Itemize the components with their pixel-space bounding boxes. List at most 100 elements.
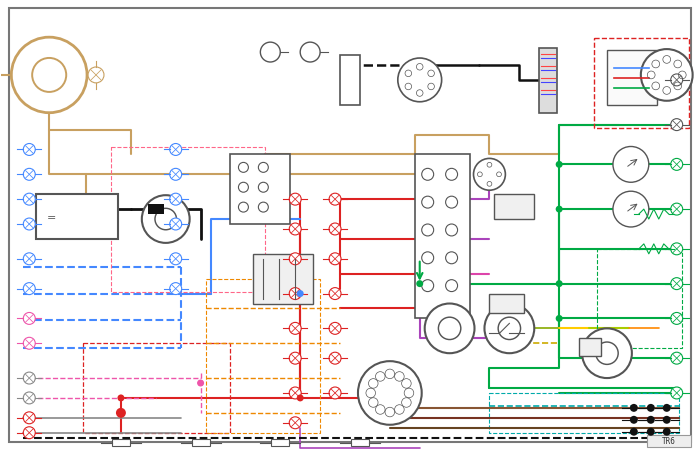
Circle shape	[640, 50, 692, 101]
Circle shape	[23, 313, 35, 325]
Circle shape	[473, 159, 505, 191]
Circle shape	[23, 194, 35, 206]
Circle shape	[23, 169, 35, 181]
Circle shape	[663, 416, 671, 424]
Circle shape	[169, 253, 182, 265]
Circle shape	[663, 428, 671, 436]
Circle shape	[671, 204, 682, 216]
Circle shape	[11, 38, 87, 114]
Circle shape	[329, 387, 341, 399]
Circle shape	[23, 427, 35, 439]
Circle shape	[23, 283, 35, 295]
Circle shape	[647, 428, 655, 436]
Circle shape	[23, 219, 35, 230]
Bar	[539, 49, 557, 114]
Circle shape	[556, 281, 563, 287]
Circle shape	[142, 196, 190, 244]
Circle shape	[647, 416, 655, 424]
Bar	[597, 249, 682, 349]
Bar	[414, 155, 470, 319]
Circle shape	[329, 224, 341, 235]
Bar	[83, 344, 230, 433]
Circle shape	[289, 387, 301, 399]
Circle shape	[671, 352, 682, 364]
Circle shape	[289, 352, 301, 364]
Circle shape	[613, 147, 649, 183]
Circle shape	[23, 372, 35, 384]
Circle shape	[169, 219, 182, 230]
Circle shape	[169, 283, 182, 295]
Circle shape	[118, 395, 125, 401]
Circle shape	[289, 253, 301, 265]
Bar	[272, 439, 289, 446]
Circle shape	[289, 194, 301, 206]
Circle shape	[425, 304, 475, 354]
Circle shape	[169, 194, 182, 206]
Text: TR6: TR6	[662, 436, 676, 445]
Bar	[489, 393, 679, 433]
Bar	[112, 439, 130, 446]
Circle shape	[329, 194, 341, 206]
Circle shape	[289, 224, 301, 235]
Circle shape	[671, 244, 682, 255]
Circle shape	[671, 387, 682, 399]
Bar	[111, 148, 265, 292]
Circle shape	[297, 290, 304, 297]
Circle shape	[582, 329, 632, 378]
Circle shape	[23, 337, 35, 350]
Circle shape	[416, 281, 424, 287]
Circle shape	[23, 253, 35, 265]
Circle shape	[613, 192, 649, 227]
Bar	[148, 205, 164, 215]
Circle shape	[647, 404, 655, 412]
Circle shape	[289, 288, 301, 300]
Circle shape	[556, 315, 563, 322]
Circle shape	[329, 253, 341, 265]
Bar	[253, 254, 313, 304]
Circle shape	[671, 278, 682, 290]
Circle shape	[671, 159, 682, 171]
Circle shape	[88, 68, 104, 84]
Circle shape	[556, 206, 563, 213]
Circle shape	[116, 408, 126, 418]
Circle shape	[169, 144, 182, 156]
Bar	[351, 439, 369, 446]
Bar	[230, 155, 290, 225]
Circle shape	[329, 322, 341, 335]
Circle shape	[630, 416, 638, 424]
Circle shape	[260, 43, 280, 63]
Circle shape	[671, 120, 682, 131]
Circle shape	[300, 43, 320, 63]
Circle shape	[329, 352, 341, 364]
Circle shape	[556, 161, 563, 169]
Bar	[607, 51, 657, 106]
Circle shape	[289, 417, 301, 429]
Bar	[579, 339, 601, 356]
Bar	[192, 439, 209, 446]
Circle shape	[289, 322, 301, 335]
Circle shape	[398, 59, 442, 102]
Circle shape	[358, 361, 421, 425]
Circle shape	[630, 428, 638, 436]
Circle shape	[671, 313, 682, 325]
Circle shape	[484, 304, 534, 354]
Circle shape	[671, 75, 682, 87]
Circle shape	[297, 395, 304, 401]
Circle shape	[197, 380, 204, 387]
Bar	[206, 279, 320, 433]
Circle shape	[663, 404, 671, 412]
Bar	[36, 195, 118, 239]
Text: =: =	[46, 212, 56, 222]
Circle shape	[23, 144, 35, 156]
Circle shape	[630, 404, 638, 412]
Bar	[494, 195, 534, 220]
Bar	[594, 39, 689, 129]
Circle shape	[169, 169, 182, 181]
Circle shape	[23, 412, 35, 424]
Circle shape	[329, 288, 341, 300]
Circle shape	[197, 380, 204, 386]
Bar	[340, 56, 360, 106]
Bar	[647, 435, 691, 446]
Circle shape	[23, 392, 35, 404]
Bar	[489, 294, 524, 314]
